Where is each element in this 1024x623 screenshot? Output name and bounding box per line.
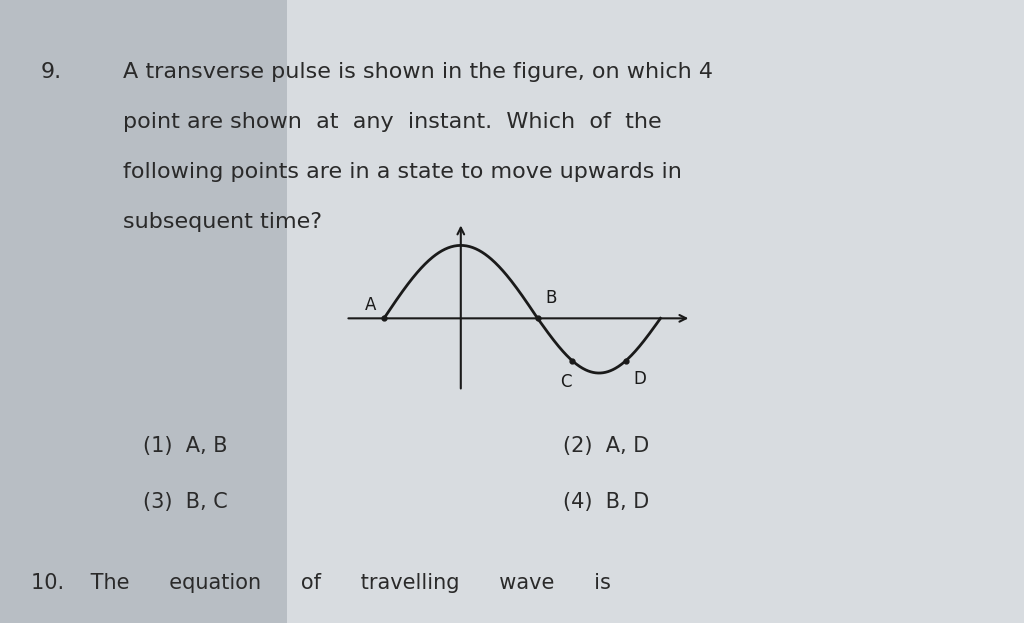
Text: C: C — [560, 373, 571, 391]
Text: subsequent time?: subsequent time? — [123, 212, 322, 232]
Text: A transverse pulse is shown in the figure, on which 4: A transverse pulse is shown in the figur… — [123, 62, 713, 82]
Text: A: A — [365, 296, 376, 314]
Text: 9.: 9. — [41, 62, 62, 82]
Text: D: D — [633, 369, 646, 388]
Text: B: B — [546, 290, 557, 307]
Text: (1)  A, B: (1) A, B — [143, 436, 228, 456]
Bar — [0, 0, 287, 623]
Text: (4)  B, D: (4) B, D — [563, 492, 649, 512]
Text: 10.    The      equation      of      travelling      wave      is: 10. The equation of travelling wave is — [31, 573, 610, 593]
Text: point are shown  at  any  instant.  Which  of  the: point are shown at any instant. Which of… — [123, 112, 662, 132]
Text: (2)  A, D: (2) A, D — [563, 436, 649, 456]
Bar — [287, 0, 1024, 623]
Text: following points are in a state to move upwards in: following points are in a state to move … — [123, 162, 682, 182]
Text: (3)  B, C: (3) B, C — [143, 492, 228, 512]
